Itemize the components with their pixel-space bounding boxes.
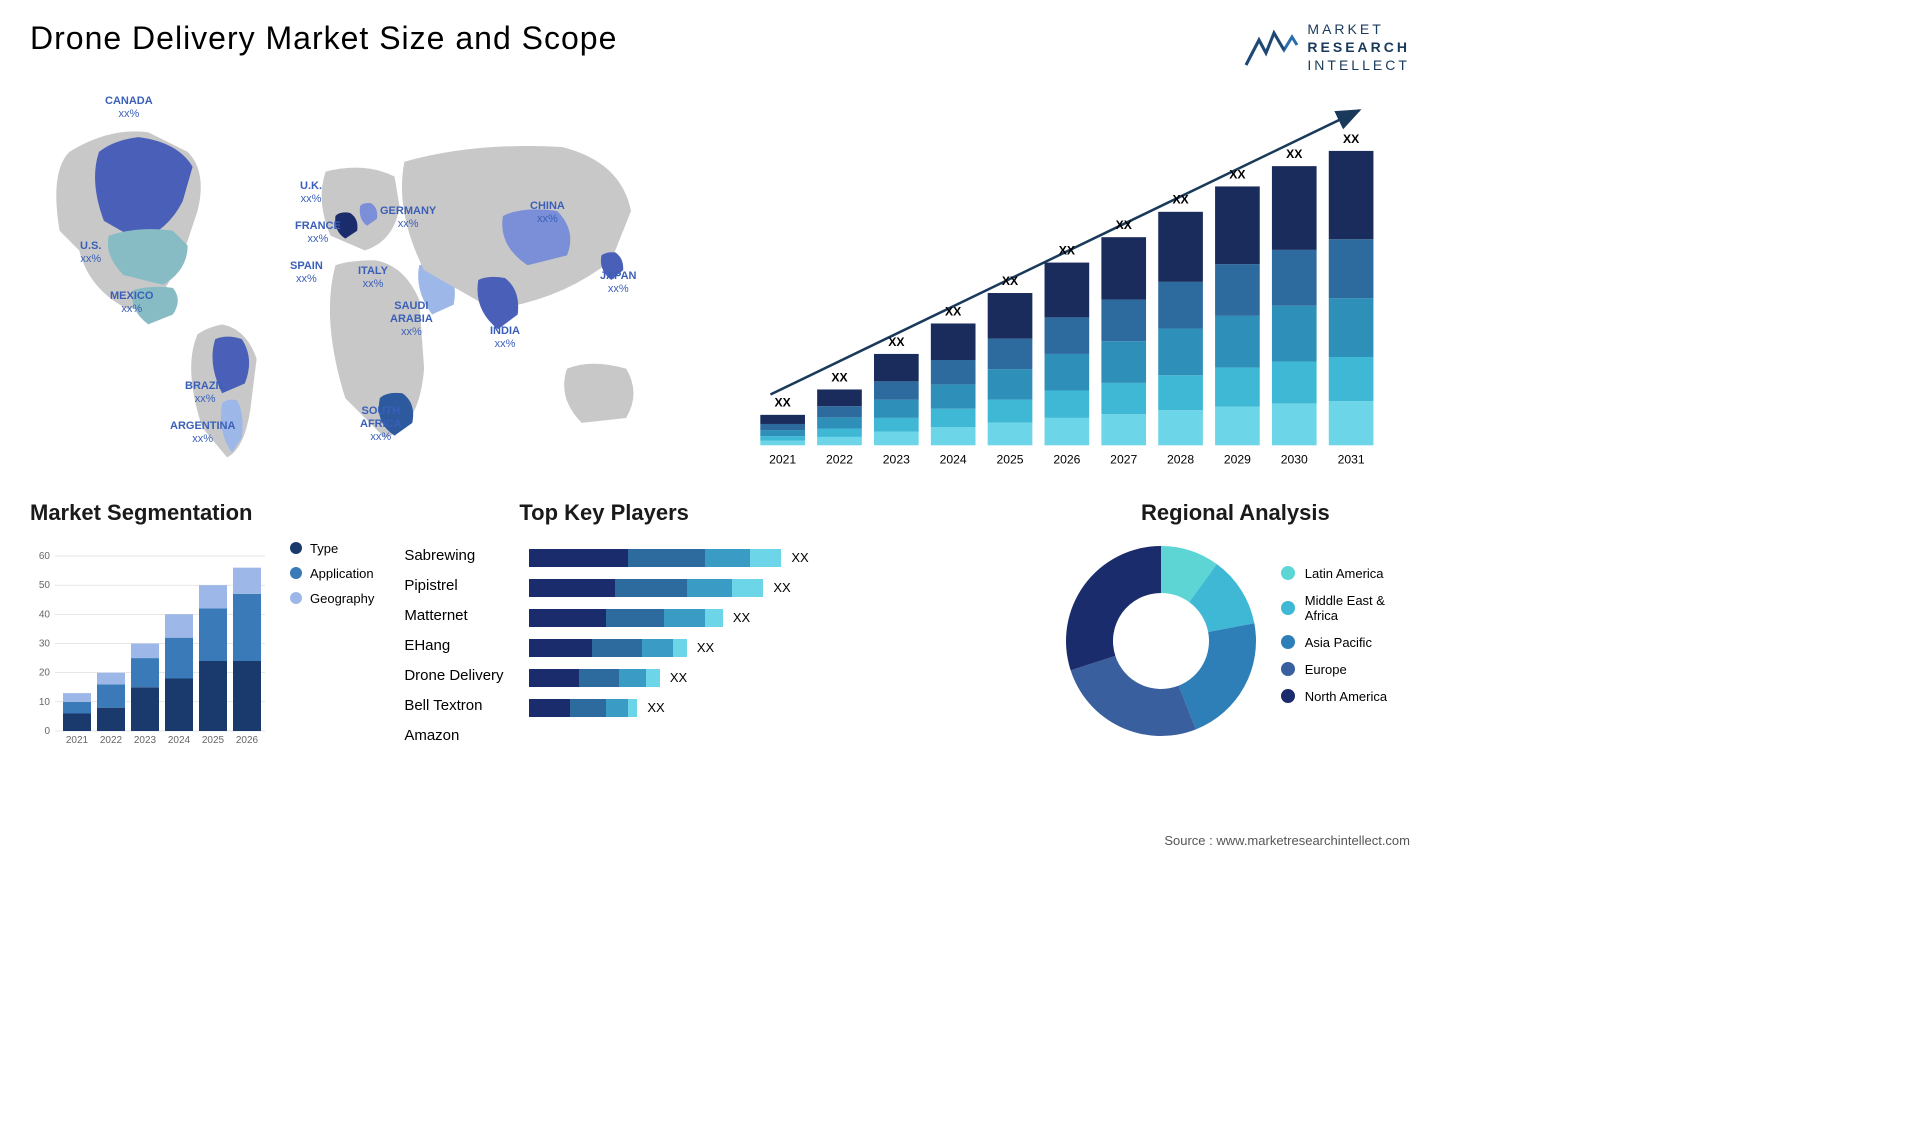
map-label-saudiarabia: SAUDIARABIAxx% [390,300,433,340]
svg-text:50: 50 [39,580,51,591]
seg-legend-application: Application [290,566,374,581]
svg-text:2021: 2021 [66,735,89,746]
segmentation-panel: Market Segmentation 0 10 20 30 40 50 60 2021 202… [30,500,374,751]
svg-text:2024: 2024 [168,735,191,746]
players-bars: XX XX XX XX XX XX [529,541,808,751]
regional-donut [1061,541,1261,741]
seg-legend-geography: Geography [290,591,374,606]
svg-text:XX: XX [1116,218,1133,232]
svg-text:XX: XX [831,370,848,384]
page-title: Drone Delivery Market Size and Scope [30,20,617,57]
region-legend-item: Latin America [1281,566,1387,581]
map-label-france: FRANCExx% [295,220,341,246]
player-name: Amazon [404,721,514,751]
svg-text:2031: 2031 [1338,452,1365,466]
player-name: Drone Delivery [404,661,514,691]
svg-text:2025: 2025 [996,452,1023,466]
map-label-china: CHINAxx% [530,200,565,226]
map-label-mexico: MEXICOxx% [110,290,153,316]
region-legend-item: Middle East &Africa [1281,593,1387,623]
svg-text:2030: 2030 [1281,452,1308,466]
segmentation-legend: Type Application Geography [290,541,374,751]
map-label-us: U.S.xx% [80,240,101,266]
svg-text:2026: 2026 [1053,452,1080,466]
svg-text:2029: 2029 [1224,452,1251,466]
segmentation-chart: 0 10 20 30 40 50 60 2021 2022 2023 2024 2025 2026 [30,541,270,751]
svg-text:2023: 2023 [883,452,910,466]
player-bar-row: XX [529,637,808,659]
player-name: EHang [404,631,514,661]
logo-line1: MARKET [1307,20,1410,38]
svg-text:60: 60 [39,551,51,562]
svg-text:40: 40 [39,609,51,620]
map-label-germany: GERMANYxx% [380,205,436,231]
svg-text:2023: 2023 [134,735,157,746]
player-name: Matternet [404,601,514,631]
svg-text:2022: 2022 [100,735,123,746]
map-label-japan: JAPANxx% [600,270,636,296]
svg-text:XX: XX [1059,243,1076,257]
regional-title: Regional Analysis [1061,500,1410,526]
map-label-italy: ITALYxx% [358,265,388,291]
logo-line3: INTELLECT [1307,56,1410,74]
segmentation-title: Market Segmentation [30,500,374,526]
player-bar-row: XX [529,697,808,719]
svg-text:30: 30 [39,638,51,649]
growth-chart-svg: XX 2021 XX 2022 XX 2023 XX 2024 XX 2025 XX 2026 XX 20… [740,90,1410,476]
players-names: SabrewingPipistrelMatternetEHangDrone De… [404,541,514,751]
logo-line2: RESEARCH [1307,38,1410,56]
players-panel: Top Key Players SabrewingPipistrelMatter… [404,500,808,751]
player-bar-row: XX [529,607,808,629]
player-bar-row: XX [529,577,808,599]
svg-text:2025: 2025 [202,735,225,746]
regional-legend: Latin America Middle East &Africa Asia Pac… [1281,566,1387,716]
svg-text:20: 20 [39,667,51,678]
svg-text:XX: XX [888,334,905,348]
svg-text:2024: 2024 [940,452,967,466]
map-australia [564,363,633,422]
world-map: CANADAxx% U.S.xx% MEXICOxx% BRAZILxx% ARGENT… [30,90,700,470]
brand-logo: MARKET RESEARCH INTELLECT [1244,20,1410,75]
region-legend-item: Asia Pacific [1281,635,1387,650]
map-label-canada: CANADAxx% [105,95,153,121]
player-name: Pipistrel [404,571,514,601]
svg-text:2028: 2028 [1167,452,1194,466]
player-bar-row: XX [529,667,808,689]
player-name: Bell Textron [404,691,514,721]
region-legend-item: Europe [1281,662,1387,677]
svg-text:XX: XX [775,395,792,409]
regional-panel: Regional Analysis Latin America Middle Ea… [1061,500,1410,751]
map-label-argentina: ARGENTINAxx% [170,420,235,446]
growth-chart: XX 2021 XX 2022 XX 2023 XX 2024 XX 2025 XX 2026 XX 20… [740,90,1410,470]
map-label-spain: SPAINxx% [290,260,323,286]
svg-text:XX: XX [945,304,962,318]
svg-text:10: 10 [39,696,51,707]
map-label-southafrica: SOUTHAFRICAxx% [360,405,402,445]
seg-legend-type: Type [290,541,374,556]
svg-text:2021: 2021 [769,452,796,466]
svg-text:0: 0 [44,726,50,737]
players-title: Top Key Players [519,500,808,526]
svg-text:2022: 2022 [826,452,853,466]
map-label-uk: U.K.xx% [300,180,322,206]
player-name: Sabrewing [404,541,514,571]
svg-text:XX: XX [1002,273,1019,287]
svg-text:2026: 2026 [236,735,259,746]
svg-text:XX: XX [1229,167,1246,181]
logo-icon [1244,25,1299,70]
svg-text:XX: XX [1343,131,1360,145]
region-legend-item: North America [1281,689,1387,704]
player-bar-row: XX [529,547,808,569]
map-label-brazil: BRAZILxx% [185,380,225,406]
logo-text: MARKET RESEARCH INTELLECT [1307,20,1410,75]
source-text: Source : www.marketresearchintellect.com [1164,833,1410,848]
svg-text:2027: 2027 [1110,452,1137,466]
svg-text:XX: XX [1172,192,1189,206]
svg-text:XX: XX [1286,147,1303,161]
map-label-india: INDIAxx% [490,325,520,351]
